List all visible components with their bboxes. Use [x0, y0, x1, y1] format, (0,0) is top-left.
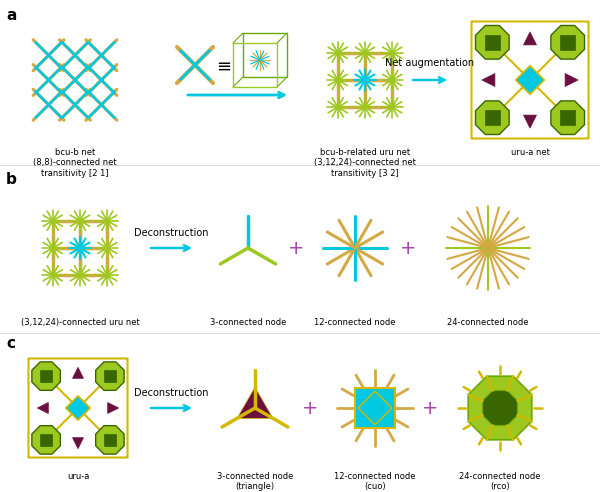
Polygon shape	[516, 66, 544, 94]
Text: 12-connected node: 12-connected node	[314, 318, 396, 327]
Text: a: a	[6, 8, 16, 23]
Polygon shape	[73, 368, 83, 378]
Text: uru-a net: uru-a net	[511, 148, 550, 157]
Text: b: b	[6, 172, 17, 187]
Polygon shape	[523, 115, 536, 128]
Polygon shape	[482, 391, 517, 426]
Polygon shape	[482, 73, 495, 87]
Text: ≡: ≡	[217, 58, 232, 76]
Text: +: +	[400, 239, 416, 257]
Polygon shape	[551, 26, 584, 59]
Polygon shape	[95, 426, 124, 454]
Polygon shape	[73, 438, 83, 449]
Polygon shape	[523, 32, 536, 45]
Polygon shape	[485, 110, 500, 125]
Polygon shape	[32, 362, 61, 390]
Text: 3-connected node: 3-connected node	[210, 318, 286, 327]
Text: Deconstruction: Deconstruction	[134, 228, 208, 238]
Text: Net augmentation: Net augmentation	[385, 58, 475, 68]
Polygon shape	[560, 110, 575, 125]
Polygon shape	[108, 402, 119, 413]
Polygon shape	[95, 362, 124, 390]
Text: 24-connected node: 24-connected node	[447, 318, 529, 327]
Text: bcu-b-related uru net
(3,12,24)-connected net
transitivity [3 2]: bcu-b-related uru net (3,12,24)-connecte…	[314, 148, 416, 178]
Text: c: c	[6, 336, 15, 351]
Text: 24-connected node
(rco): 24-connected node (rco)	[459, 472, 541, 492]
Text: +: +	[288, 239, 304, 257]
Text: 12-connected node
(cuo): 12-connected node (cuo)	[334, 472, 416, 492]
Text: +: +	[302, 399, 318, 418]
Polygon shape	[37, 402, 48, 413]
Text: Deconstruction: Deconstruction	[134, 388, 208, 398]
Polygon shape	[485, 35, 500, 50]
Polygon shape	[468, 376, 532, 440]
Polygon shape	[551, 101, 584, 134]
Polygon shape	[32, 426, 61, 454]
Polygon shape	[40, 370, 52, 382]
Text: 3-connected node
(triangle): 3-connected node (triangle)	[217, 472, 293, 492]
Polygon shape	[66, 396, 90, 420]
Polygon shape	[475, 26, 509, 59]
Polygon shape	[475, 101, 509, 134]
Polygon shape	[104, 370, 116, 382]
Polygon shape	[355, 388, 395, 428]
Text: uru-a: uru-a	[67, 472, 89, 481]
Text: bcu-b net
(8,8)-connected net
transitivity [2 1]: bcu-b net (8,8)-connected net transitivi…	[33, 148, 117, 178]
Text: (3,12,24)-connected uru net: (3,12,24)-connected uru net	[20, 318, 139, 327]
Polygon shape	[104, 433, 116, 446]
Polygon shape	[565, 73, 578, 87]
Polygon shape	[40, 433, 52, 446]
Text: +: +	[422, 399, 438, 418]
Polygon shape	[237, 387, 273, 419]
Polygon shape	[560, 35, 575, 50]
